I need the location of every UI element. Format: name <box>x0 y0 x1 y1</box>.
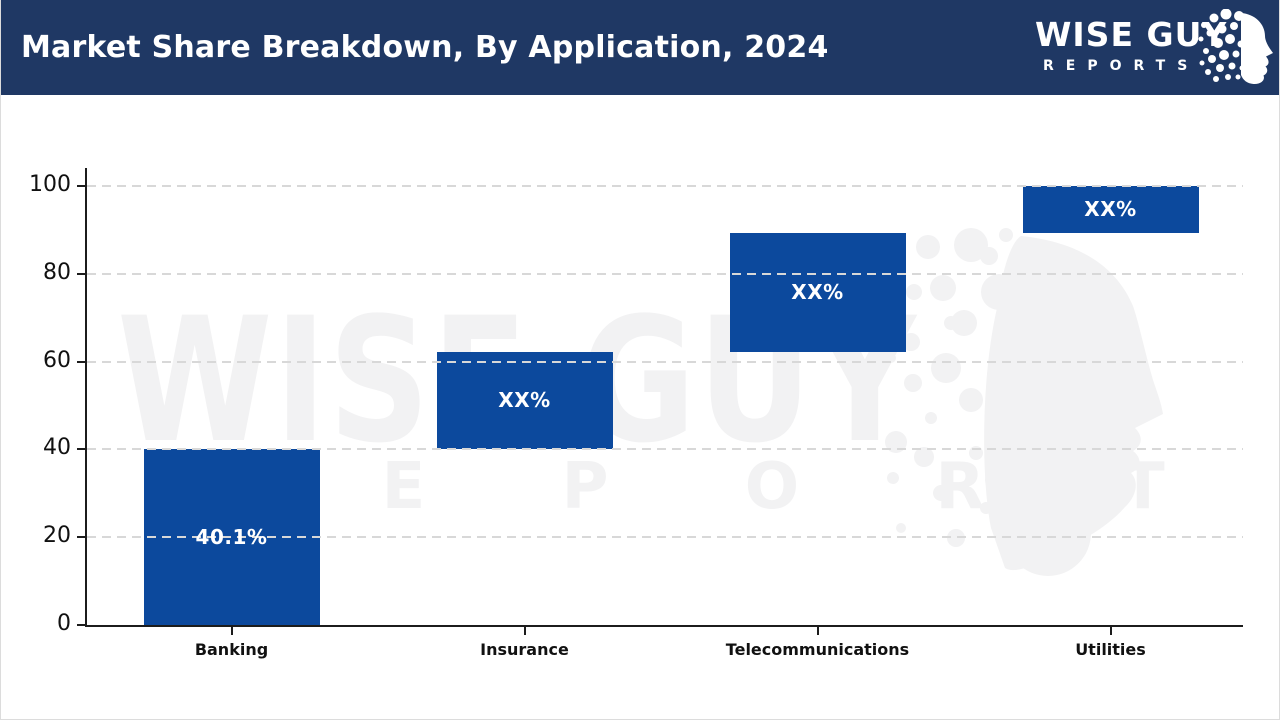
watermark-face-icon <box>885 228 1163 576</box>
y-tick-label: 100 <box>29 172 71 197</box>
header-band: Market Share Breakdown, By Application, … <box>1 0 1279 95</box>
y-tick-mark <box>77 624 85 626</box>
x-tick-label: Utilities <box>1075 640 1146 659</box>
x-tick-label: Banking <box>194 640 269 659</box>
chart-area: WISE GUY R E P O R T S 02040608010040.1%… <box>1 95 1279 719</box>
x-tick-label: Telecommunications <box>725 640 910 659</box>
bar-segment-utilities <box>1022 186 1199 233</box>
bar-segment-insurance <box>436 351 613 449</box>
y-gridline <box>87 360 1243 363</box>
y-gridline <box>87 272 1243 275</box>
y-tick-mark <box>77 360 85 363</box>
y-tick-label: 40 <box>43 435 71 461</box>
brand-wordmark: WISE GUY <box>1035 15 1228 54</box>
y-gridline <box>87 448 1243 451</box>
x-tick-mark <box>1109 627 1112 635</box>
x-tick-mark <box>230 627 233 635</box>
y-tick-label: 60 <box>43 347 71 373</box>
x-axis-spine <box>85 625 1243 627</box>
y-tick-mark <box>77 272 85 275</box>
bar-value-label: 40.1% <box>195 524 268 549</box>
brand-logo: WISE GUY REPORTS <box>1013 9 1273 87</box>
y-tick-mark <box>77 185 85 187</box>
bar-value-label: XX% <box>791 280 844 305</box>
bar-value-label: XX% <box>1084 197 1137 222</box>
wiseguy-face-icon <box>1198 9 1273 85</box>
x-tick-label: Insurance <box>480 640 569 659</box>
brand-subtitle: REPORTS <box>1043 58 1200 74</box>
bar-segment-telecommunications <box>729 232 906 352</box>
y-tick-mark <box>77 448 85 451</box>
y-tick-label: 20 <box>43 523 71 549</box>
y-tick-mark <box>77 536 85 539</box>
bar-value-label: XX% <box>498 388 551 413</box>
y-axis-spine <box>85 168 87 627</box>
y-tick-label: 80 <box>43 259 71 285</box>
x-tick-mark <box>523 627 526 635</box>
y-gridline <box>87 536 1243 539</box>
y-gridline <box>87 185 1243 187</box>
x-tick-mark <box>816 627 819 635</box>
y-tick-label: 0 <box>57 611 71 636</box>
page-title: Market Share Breakdown, By Application, … <box>21 30 829 65</box>
